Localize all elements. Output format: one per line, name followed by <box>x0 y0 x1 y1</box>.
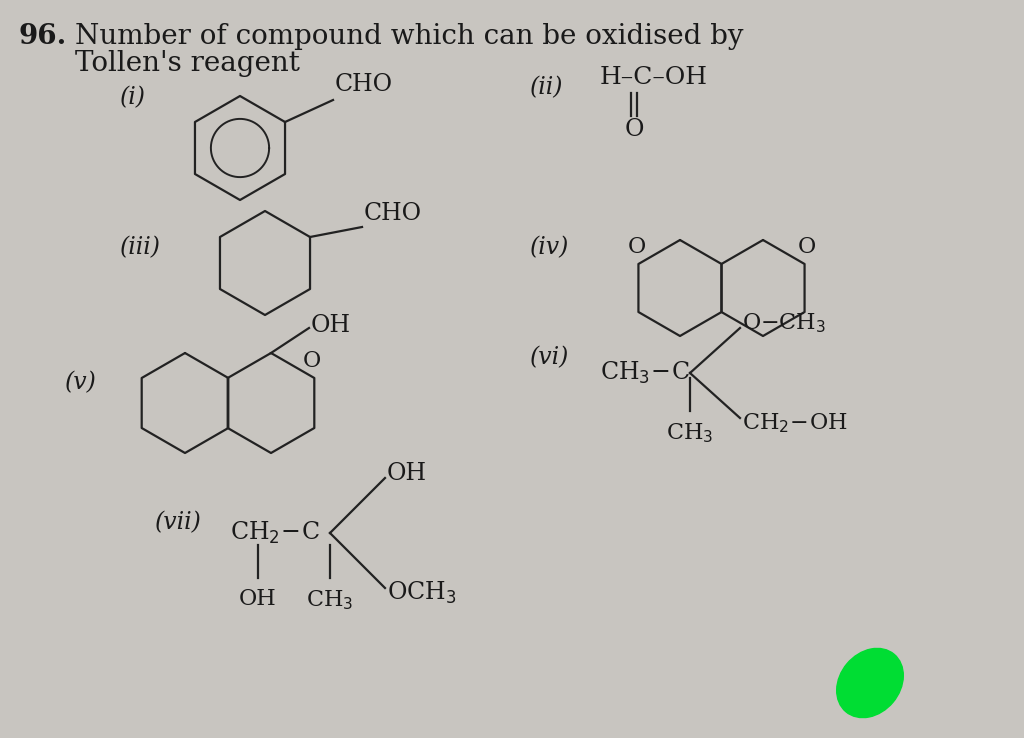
Text: H–C–OH: H–C–OH <box>600 66 708 89</box>
Text: OH: OH <box>387 461 427 485</box>
Text: O: O <box>798 236 816 258</box>
Text: CHO: CHO <box>365 202 422 225</box>
Ellipse shape <box>837 649 903 717</box>
Text: (i): (i) <box>120 86 146 109</box>
Text: (iv): (iv) <box>530 236 569 260</box>
Text: Tollen's reagent: Tollen's reagent <box>75 50 300 77</box>
Text: CH$_3$: CH$_3$ <box>667 421 714 444</box>
Text: O: O <box>628 236 645 258</box>
Text: O: O <box>303 350 322 372</box>
Text: CH$_3$: CH$_3$ <box>306 588 353 612</box>
Text: CH$_2\!-\!$OH: CH$_2\!-\!$OH <box>742 411 848 435</box>
Text: OH: OH <box>240 588 276 610</box>
Text: 96.: 96. <box>18 23 67 50</box>
Text: CH$_3\!-\!$C: CH$_3\!-\!$C <box>600 360 690 386</box>
Text: (iii): (iii) <box>120 236 161 260</box>
Text: CH$_2\!-\!$C: CH$_2\!-\!$C <box>230 520 321 546</box>
Text: (vii): (vii) <box>155 511 202 534</box>
Text: OCH$_3$: OCH$_3$ <box>387 580 457 606</box>
Text: OH: OH <box>311 314 351 337</box>
Text: O: O <box>625 119 644 142</box>
Text: (v): (v) <box>65 371 97 395</box>
Text: Number of compound which can be oxidised by: Number of compound which can be oxidised… <box>75 23 743 50</box>
Text: CHO: CHO <box>335 73 393 96</box>
Text: (vi): (vi) <box>530 347 569 370</box>
Text: O$-$CH$_3$: O$-$CH$_3$ <box>742 311 826 335</box>
Text: (ii): (ii) <box>530 77 563 100</box>
